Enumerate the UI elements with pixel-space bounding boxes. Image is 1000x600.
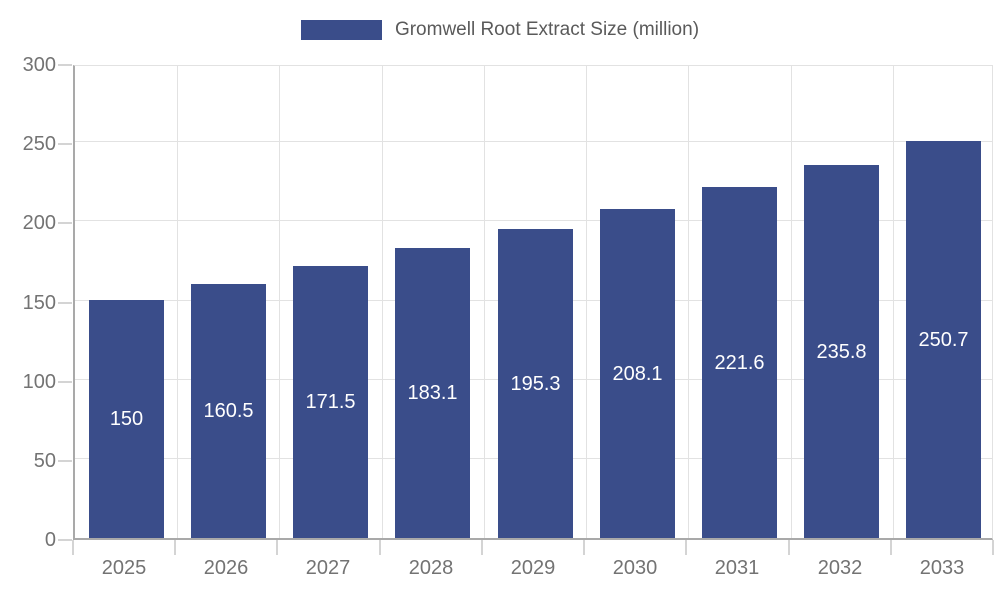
y-axis-tick-label: 0 [44, 529, 56, 551]
bar-value-label: 250.7 [918, 329, 969, 351]
gridline-vertical [279, 66, 280, 538]
bar-2028: 183.1 [395, 248, 470, 538]
x-axis-tick-mark [788, 540, 790, 555]
bar-value-label: 208.1 [612, 363, 663, 385]
y-axis-tick-label: 50 [33, 450, 56, 472]
x-axis-tick-mark [890, 540, 892, 555]
gridline-horizontal [75, 141, 992, 143]
x-axis-tick-label: 2032 [817, 557, 863, 579]
bar-2026: 160.5 [191, 284, 266, 538]
gridline-vertical [382, 66, 383, 538]
y-axis-tick-label: 300 [22, 54, 56, 76]
y-axis-tick-mark [58, 539, 72, 541]
bar-value-label: 183.1 [407, 382, 458, 404]
bar-value-label: 195.3 [510, 373, 561, 395]
bar-value-label: 160.5 [203, 400, 254, 422]
gridline-vertical [177, 66, 178, 538]
legend-label: Gromwell Root Extract Size (million) [394, 19, 700, 40]
x-axis-tick-mark [992, 540, 994, 555]
x-axis-tick-label: 2029 [510, 557, 556, 579]
x-axis-tick-mark [481, 540, 483, 555]
y-axis-tick-mark [58, 302, 72, 304]
x-axis-tick-mark [72, 540, 74, 555]
bar-2029: 195.3 [498, 229, 573, 538]
gridline-vertical [893, 66, 894, 538]
legend-swatch-icon [300, 19, 382, 40]
legend: Gromwell Root Extract Size (million) [0, 19, 1000, 40]
x-axis-tick-mark [276, 540, 278, 555]
plot-area: 150 160.5 171.5 183.1 195.3 208.1 221.6 235.8 25… [73, 65, 993, 540]
x-axis-tick-label: 2026 [203, 557, 249, 579]
bar-2032: 235.8 [804, 165, 879, 538]
bar-value-label: 171.5 [305, 391, 356, 413]
y-axis-tick-mark [58, 460, 72, 462]
gridline-vertical [688, 66, 689, 538]
y-axis-tick-label: 150 [22, 292, 56, 314]
x-axis-tick-label: 2025 [101, 557, 147, 579]
bar-value-label: 150 [109, 408, 144, 430]
x-axis-tick-mark [379, 540, 381, 555]
bar-2031: 221.6 [702, 187, 777, 538]
gridline-vertical [484, 66, 485, 538]
gridline-horizontal [75, 220, 992, 222]
y-axis-tick-label: 100 [22, 371, 56, 393]
x-axis-tick-label: 2031 [714, 557, 760, 579]
x-axis-tick-label: 2033 [919, 557, 965, 579]
y-axis-tick-mark [58, 381, 72, 383]
x-axis-tick-mark [174, 540, 176, 555]
bar-2033: 250.7 [906, 141, 981, 538]
gridline-vertical [791, 66, 792, 538]
bar-value-label: 221.6 [714, 352, 765, 374]
y-axis-tick-label: 200 [22, 212, 56, 234]
y-axis-tick-mark [58, 64, 72, 66]
x-axis-tick-mark [685, 540, 687, 555]
x-axis-tick-mark [583, 540, 585, 555]
x-axis-tick-label: 2027 [305, 557, 351, 579]
x-axis-tick-label: 2030 [612, 557, 658, 579]
bar-2027: 171.5 [293, 266, 368, 538]
y-axis-tick-mark [58, 222, 72, 224]
y-axis-tick-mark [58, 143, 72, 145]
bar-2025: 150 [89, 300, 164, 538]
x-axis-tick-label: 2028 [408, 557, 454, 579]
bar-2030: 208.1 [600, 209, 675, 538]
y-axis-tick-label: 250 [22, 133, 56, 155]
gridline-vertical [586, 66, 587, 538]
bar-value-label: 235.8 [816, 341, 867, 363]
